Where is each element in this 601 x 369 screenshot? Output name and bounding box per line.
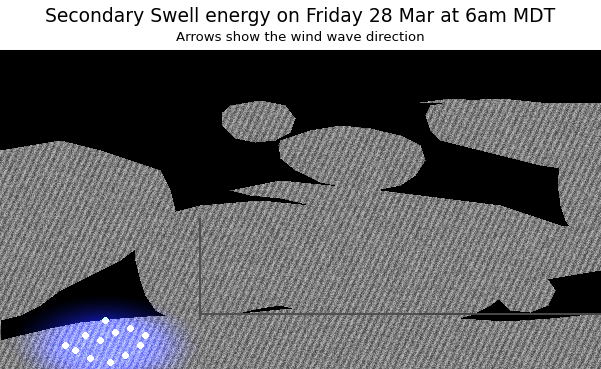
Text: Secondary Swell energy on Friday 28 Mar at 6am MDT: Secondary Swell energy on Friday 28 Mar … bbox=[45, 7, 556, 25]
Text: Arrows show the wind wave direction: Arrows show the wind wave direction bbox=[176, 31, 425, 44]
